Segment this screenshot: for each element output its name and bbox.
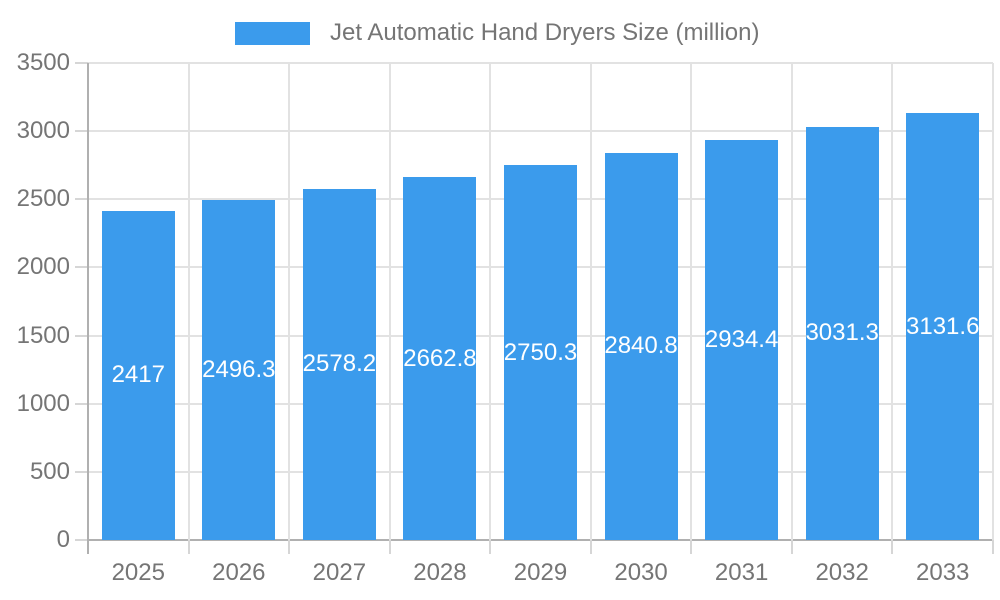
y-tick-label: 1000: [16, 389, 70, 417]
bar-value-label: 2662.8: [403, 344, 477, 372]
legend-swatch: [235, 21, 310, 45]
x-gridline: [790, 63, 793, 540]
y-tick-label: 2500: [16, 185, 70, 213]
x-tick-label: 2031: [714, 559, 769, 586]
y-gridline: [88, 62, 993, 64]
x-tick-label: 2033: [916, 559, 970, 586]
x-gridline: [489, 63, 492, 540]
y-tick-label: 1500: [16, 321, 70, 349]
x-gridline: [891, 63, 894, 540]
bar: [202, 199, 276, 540]
bar: [504, 165, 577, 540]
x-gridline: [187, 63, 190, 540]
x-tick-label: 2026: [212, 559, 266, 586]
y-tick-label: 3000: [16, 117, 70, 145]
x-gridline: [690, 63, 693, 540]
bar-value-label: 2750.3: [503, 338, 578, 366]
bar: [805, 126, 879, 540]
y-tick-label: 3500: [16, 49, 70, 76]
y-tick-label: 500: [29, 457, 70, 485]
y-tick-label: 2000: [16, 253, 70, 281]
x-gridline: [992, 63, 994, 540]
x-tick-label: 2032: [815, 559, 869, 586]
x-axis-tick: [589, 540, 592, 554]
bar: [101, 210, 175, 540]
x-tick-label: 2029: [513, 559, 568, 586]
legend-item[interactable]: Jet Automatic Hand Dryers Size (million): [235, 15, 759, 51]
bar: [604, 152, 678, 540]
x-axis-tick: [288, 540, 291, 554]
y-gridline: [88, 130, 993, 133]
y-tick-label: 0: [56, 526, 70, 553]
x-tick-label: 2030: [614, 559, 668, 586]
y-axis-tick: [75, 198, 88, 201]
x-tick-label: 2027: [312, 559, 367, 586]
x-axis-tick: [690, 540, 693, 554]
bar: [403, 177, 477, 540]
bar: [705, 140, 779, 540]
x-axis-tick: [187, 540, 190, 554]
legend-label: Jet Automatic Hand Dryers Size (million): [330, 19, 760, 46]
y-axis-tick: [75, 470, 88, 473]
x-axis-tick: [489, 540, 492, 554]
bar-value-label: 2840.8: [604, 332, 678, 360]
bar-value-label: 2417: [111, 361, 165, 389]
y-gridline: [88, 539, 993, 541]
x-gridline: [288, 63, 291, 540]
x-gridline: [388, 63, 391, 540]
y-axis-tick: [75, 266, 88, 269]
bar: [302, 188, 376, 540]
x-tick-label: 2025: [111, 559, 165, 586]
y-axis-tick: [75, 62, 88, 64]
y-axis-tick: [75, 539, 88, 541]
bar-value-label: 2496.3: [202, 355, 276, 383]
x-axis-tick: [388, 540, 391, 554]
x-axis-tick: [790, 540, 793, 554]
bar-value-label: 2578.2: [302, 350, 377, 378]
y-axis-line: [87, 63, 89, 554]
x-gridline: [589, 63, 592, 540]
x-axis-tick: [992, 540, 994, 554]
y-axis-tick: [75, 334, 88, 337]
y-axis-tick: [75, 402, 88, 405]
bar-value-label: 2934.4: [704, 326, 779, 354]
x-axis-tick: [891, 540, 894, 554]
y-axis-tick: [75, 130, 88, 133]
x-tick-label: 2028: [413, 559, 467, 586]
bar-value-label: 3031.3: [805, 319, 879, 347]
bar-value-label: 3131.6: [906, 312, 980, 340]
bar: [906, 113, 980, 540]
